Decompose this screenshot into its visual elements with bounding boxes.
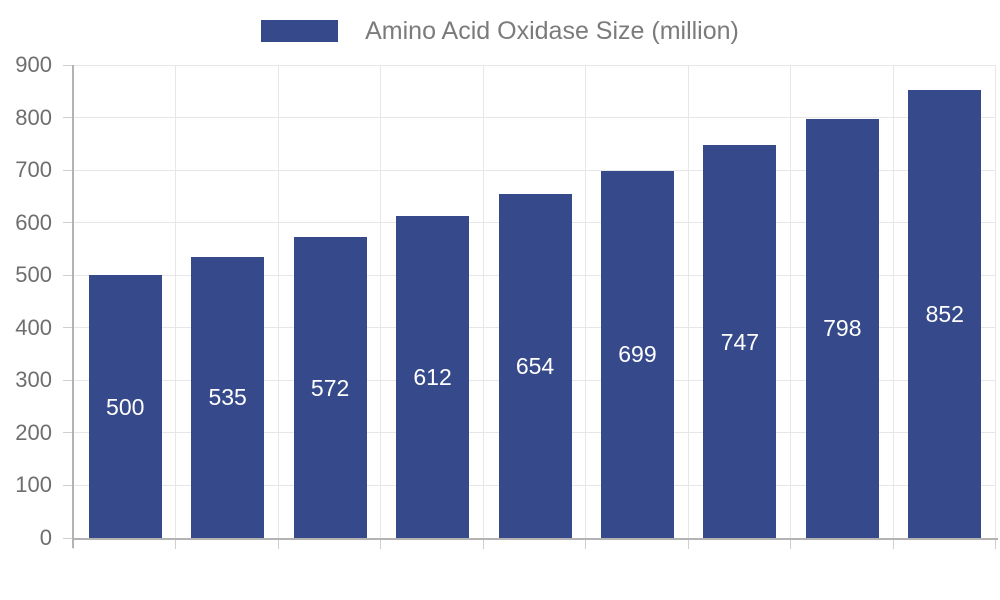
y-axis-tick (63, 64, 74, 66)
y-tick-label: 900 (15, 52, 52, 77)
v-gridline (482, 65, 484, 538)
y-axis-line (72, 65, 74, 548)
legend[interactable]: Amino Acid Oxidase Size (million) (0, 17, 1000, 45)
h-gridline (74, 117, 996, 119)
y-tick-label: 300 (15, 367, 52, 393)
bar-value-label: 699 (618, 341, 657, 368)
bar-2025[interactable]: 500 (88, 275, 162, 538)
y-axis-tick (63, 222, 74, 224)
y-tick-label: 100 (15, 472, 52, 498)
bar-2031[interactable]: 747 (703, 145, 777, 538)
bar-2030[interactable]: 699 (600, 170, 674, 538)
bar-2032[interactable]: 798 (805, 118, 879, 538)
y-axis-tick (63, 169, 74, 171)
v-gridline (175, 65, 177, 538)
legend-label: Amino Acid Oxidase Size (million) (365, 17, 739, 45)
x-axis-tick (892, 540, 894, 549)
x-axis-tick (277, 540, 279, 549)
y-tick-label: 400 (15, 314, 52, 340)
y-axis-tick (63, 537, 74, 539)
bar-value-label: 572 (310, 374, 350, 401)
v-gridline (790, 65, 792, 538)
y-tick-label: 200 (15, 419, 52, 445)
bar-2029[interactable]: 654 (498, 194, 572, 538)
bar-value-label: 500 (106, 393, 145, 420)
v-gridline (687, 65, 689, 538)
x-axis-tick (790, 540, 792, 549)
y-axis-tick (63, 274, 74, 276)
x-axis-tick (380, 540, 382, 549)
y-axis-tick (63, 379, 74, 381)
x-axis-tick (687, 540, 689, 549)
v-gridline (585, 65, 587, 538)
plot-area: 500 535 572 612 654 699 747 798 852 0 100 200 300 40… (15, 54, 998, 549)
h-gridline (74, 169, 996, 171)
bars-layer: 500 535 572 612 654 699 747 798 852 (74, 65, 996, 538)
legend-swatch-icon (261, 20, 339, 42)
y-axis-tick (63, 484, 74, 486)
bar-value-label: 535 (208, 384, 247, 411)
v-gridline (995, 65, 996, 538)
h-gridline (74, 64, 996, 66)
bar-2027[interactable]: 572 (293, 237, 367, 538)
y-axis-tick (63, 327, 74, 329)
x-axis-tick (482, 540, 484, 549)
bar-value-label: 654 (515, 353, 555, 380)
y-tick-label: 0 (39, 525, 52, 550)
x-axis-tick (585, 540, 587, 549)
bar-value-label: 798 (823, 315, 862, 342)
bar-value-label: 747 (720, 328, 760, 355)
bar-value-label: 852 (925, 301, 964, 328)
y-tick-label: 700 (15, 157, 52, 183)
bar-value-label: 612 (413, 364, 452, 391)
y-axis-tick (63, 117, 74, 119)
v-gridline (277, 65, 279, 538)
bar-2026[interactable]: 535 (191, 256, 265, 538)
axis-labels-layer: 0100200300400500600700800900202520262027… (15, 54, 996, 549)
y-tick-label: 800 (15, 104, 52, 130)
y-tick-label: 600 (15, 209, 52, 235)
x-axis-line (72, 538, 998, 540)
bar-2033[interactable]: 852 (908, 90, 982, 538)
x-axis-tick (175, 540, 177, 549)
y-tick-label: 500 (15, 262, 52, 288)
v-gridline (892, 65, 894, 538)
y-axis-tick (63, 432, 74, 434)
bar-2028[interactable]: 612 (396, 216, 470, 538)
v-gridline (380, 65, 382, 538)
x-axis-tick (995, 540, 996, 549)
